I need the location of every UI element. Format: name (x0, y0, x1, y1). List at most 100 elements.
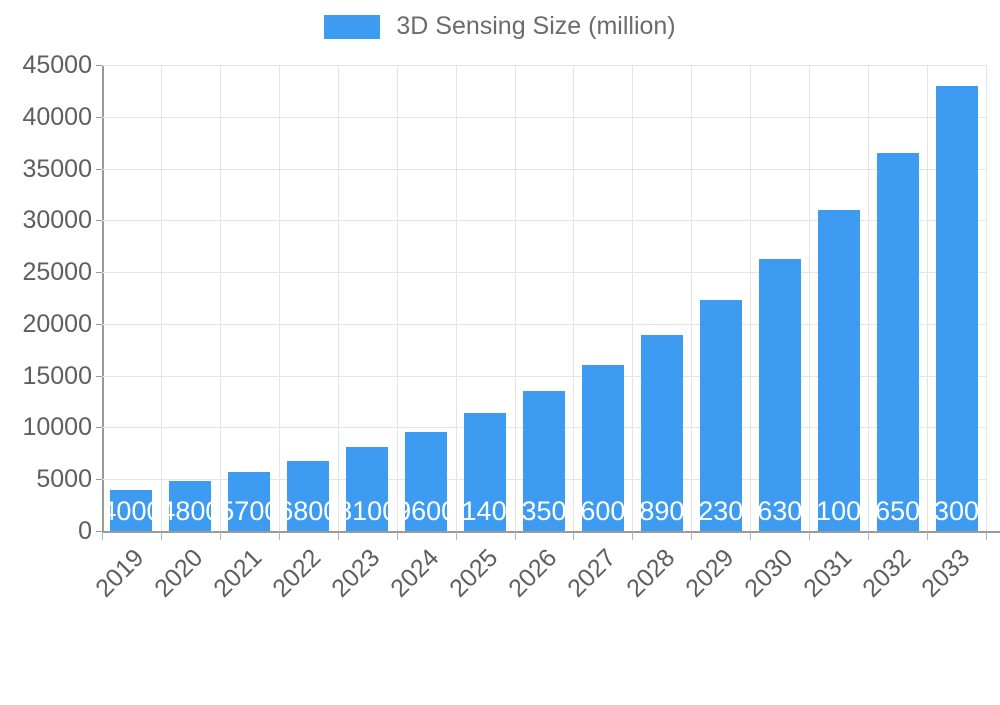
x-tick-mark (396, 532, 398, 540)
vertical-gridline (868, 65, 870, 531)
bar-value-label: 11400 (464, 496, 507, 526)
bar[interactable]: 4000 (110, 489, 153, 531)
x-tick-mark (278, 532, 280, 540)
y-tick-label: 15000 (22, 361, 92, 390)
y-tick-label: 40000 (22, 102, 92, 131)
bar-value-label: 6800 (287, 496, 329, 526)
bar-clip: 4800 (169, 481, 212, 531)
bar[interactable]: 18900 (640, 335, 683, 531)
bar[interactable]: 31000 (817, 209, 860, 531)
bar-clip: 4000 (110, 489, 153, 531)
gridline (102, 65, 986, 66)
vertical-gridline (750, 65, 752, 531)
x-tick-mark (160, 532, 162, 540)
bar[interactable]: 16000 (581, 365, 624, 531)
legend-swatch-icon[interactable] (324, 14, 381, 39)
bar-clip: 31000 (817, 209, 860, 531)
vertical-gridline (219, 65, 221, 531)
bar[interactable]: 13500 (523, 391, 565, 531)
bar-clip: 8100 (346, 447, 389, 531)
gridline (102, 116, 986, 118)
x-tick-mark (102, 532, 103, 540)
bar-value-label: 4800 (169, 496, 211, 526)
bar-value-label: 26300 (758, 496, 801, 526)
bar-clip: 16000 (581, 365, 624, 531)
y-tick-mark (96, 116, 103, 118)
x-tick-mark (691, 532, 693, 540)
y-tick-mark (96, 168, 103, 170)
vertical-gridline (632, 65, 634, 531)
vertical-gridline (278, 65, 280, 531)
x-tick-mark (750, 532, 752, 540)
x-tick-mark (809, 532, 811, 540)
bar-value-label: 18900 (640, 496, 683, 526)
bar-clip: 43000 (935, 85, 978, 531)
bar-clip: 22300 (699, 300, 742, 531)
y-tick-label: 10000 (22, 413, 92, 442)
vertical-gridline (160, 65, 162, 531)
vertical-gridline (927, 65, 929, 531)
vertical-gridline (396, 65, 398, 531)
y-tick-label: 20000 (22, 309, 92, 338)
legend-label[interactable]: 3D Sensing Size (million) (396, 12, 676, 40)
y-tick-mark (96, 375, 103, 377)
bar-clip: 18900 (640, 335, 683, 531)
bar[interactable]: 9600 (405, 431, 448, 531)
bar-value-label: 9600 (405, 496, 447, 526)
x-tick-mark (868, 532, 870, 540)
vertical-gridline (455, 65, 457, 531)
bar-clip: 13500 (523, 391, 565, 531)
y-tick-mark (96, 65, 103, 66)
y-tick-mark (96, 323, 103, 325)
bar-value-label: 8100 (346, 496, 388, 526)
x-tick-mark (514, 532, 516, 540)
bar-chart: 3D Sensing Size (million) 0 5000 10000 1500… (22, 12, 1000, 603)
bar[interactable]: 5700 (228, 471, 271, 531)
x-tick-mark (219, 532, 221, 540)
bar[interactable]: 8100 (346, 447, 389, 531)
gridline (102, 220, 986, 222)
gridline (102, 272, 986, 274)
bar-clip: 36500 (876, 153, 919, 531)
x-tick-mark (986, 532, 987, 540)
bar[interactable]: 43000 (935, 85, 978, 531)
y-tick-mark (96, 220, 103, 222)
x-tick-mark (337, 532, 339, 540)
x-tick-mark (455, 532, 457, 540)
x-tick-mark (573, 532, 575, 540)
vertical-gridline (691, 65, 693, 531)
y-tick-mark (96, 479, 103, 481)
bar[interactable]: 22300 (699, 300, 742, 531)
gridline (102, 168, 986, 170)
y-tick-mark (96, 272, 103, 274)
y-tick-label: 45000 (22, 51, 92, 79)
y-tick-label: 35000 (22, 154, 92, 183)
vertical-gridline (986, 65, 987, 531)
bar-clip: 26300 (758, 258, 801, 531)
vertical-gridline (337, 65, 339, 531)
vertical-gridline (809, 65, 811, 531)
bar[interactable]: 11400 (464, 412, 507, 531)
bar-clip: 11400 (464, 412, 507, 531)
bar[interactable]: 36500 (876, 153, 919, 531)
x-tick-mark (927, 532, 929, 540)
bar-value-label: 16000 (581, 496, 624, 526)
vertical-gridline (514, 65, 516, 531)
gridline (102, 323, 986, 325)
bar-value-label: 5700 (228, 496, 270, 526)
x-axis-line (102, 531, 1000, 533)
y-tick-label: 0 (78, 517, 92, 545)
plot-area: 4000 4800 5700 6800 8100 9600 11400 13500 16000 1… (102, 65, 987, 531)
y-tick-label: 30000 (22, 206, 92, 235)
y-tick-label: 5000 (36, 465, 92, 494)
bar-value-label: 31000 (817, 496, 860, 526)
bar[interactable]: 6800 (287, 460, 330, 531)
bar[interactable]: 26300 (758, 258, 801, 531)
bar[interactable]: 4800 (169, 481, 212, 531)
vertical-gridline (573, 65, 575, 531)
bar-value-label: 36500 (876, 496, 919, 526)
y-tick-mark (96, 531, 103, 532)
x-tick-mark (632, 532, 634, 540)
bar-value-label: 43000 (935, 496, 978, 526)
y-axis-line (102, 65, 104, 532)
